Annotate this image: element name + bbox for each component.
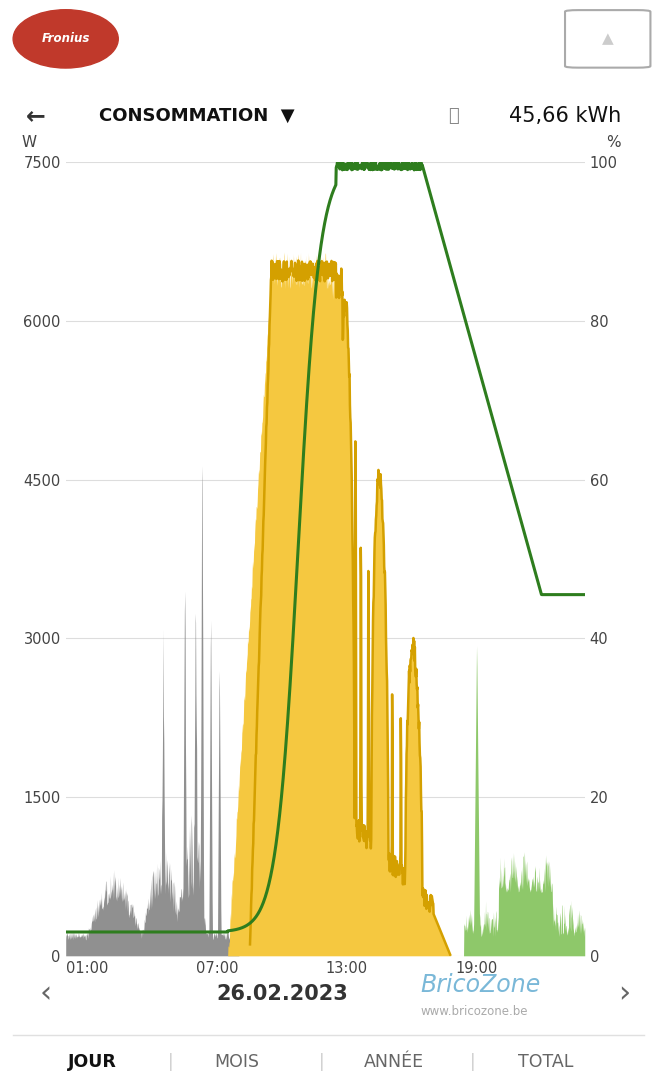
- Text: W: W: [22, 135, 37, 150]
- Text: www.bricozone.be: www.bricozone.be: [420, 1005, 528, 1018]
- Text: ANNÉE: ANNÉE: [364, 1053, 424, 1071]
- Text: JOUR: JOUR: [68, 1053, 116, 1071]
- Text: ›: ›: [618, 980, 630, 1009]
- Text: ⓘ: ⓘ: [448, 107, 459, 125]
- Text: ←: ←: [26, 104, 46, 127]
- Text: |: |: [319, 1053, 325, 1071]
- Text: |: |: [168, 1053, 173, 1071]
- Text: 26.02.2023: 26.02.2023: [217, 984, 348, 1003]
- Text: MOIS: MOIS: [214, 1053, 259, 1071]
- Text: CONSOMMATION  ▼: CONSOMMATION ▼: [99, 107, 295, 125]
- Text: TOTAL: TOTAL: [518, 1053, 573, 1071]
- Text: 45,66 kWh: 45,66 kWh: [509, 106, 621, 126]
- Text: ‹: ‹: [40, 980, 52, 1009]
- Text: ▲: ▲: [602, 31, 614, 46]
- Text: %: %: [606, 135, 621, 150]
- Ellipse shape: [13, 10, 118, 68]
- Text: BricoZone: BricoZone: [420, 973, 541, 997]
- Text: Fronius: Fronius: [41, 32, 90, 45]
- Text: |: |: [470, 1053, 476, 1071]
- Text: Maison: Maison: [197, 27, 281, 51]
